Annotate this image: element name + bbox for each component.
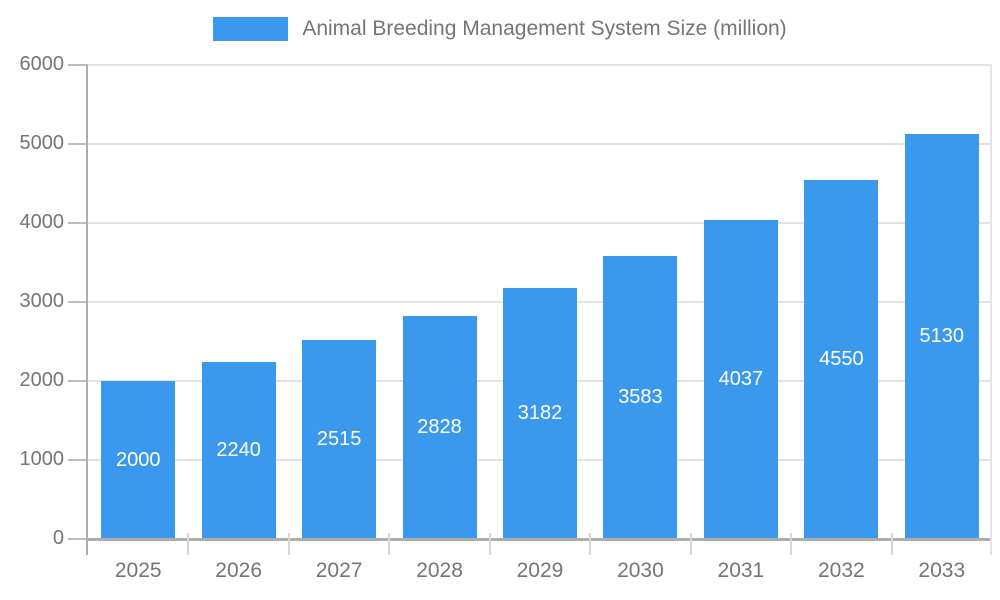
y-axis-tick [68, 538, 88, 540]
bar-value-label: 2828 [417, 415, 462, 438]
y-axis-labels: 0 1000 2000 3000 4000 5000 6000 [0, 0, 88, 600]
y-axis-tick-label: 4000 [19, 211, 65, 234]
y-axis-tick-label: 3000 [19, 290, 65, 313]
y-axis-tick [68, 459, 88, 461]
bar-2028: 2828 [402, 315, 477, 539]
bar-2026: 2240 [201, 362, 276, 539]
bar-value-label: 4037 [718, 368, 764, 391]
plot-right-border [990, 65, 992, 555]
y-axis-tick [68, 301, 88, 303]
x-axis-tick-label: 2027 [315, 559, 363, 582]
y-axis-tick [68, 64, 88, 66]
bar-value-label: 4550 [819, 347, 864, 370]
x-axis-tick [287, 533, 290, 555]
x-axis-tick-label: 2029 [516, 559, 564, 582]
x-axis-tick-label: 2028 [416, 559, 463, 582]
legend-label: Animal Breeding Management System Size (… [302, 17, 787, 40]
bar-2027: 2515 [302, 340, 377, 539]
x-axis-tick-label: 2032 [817, 559, 865, 582]
x-axis-tick-label: 2025 [114, 559, 162, 582]
y-axis-tick-label: 6000 [19, 53, 65, 76]
plot-area: 2000 2240 2515 2828 3182 3583 4037 4550 5130 [88, 64, 992, 539]
bar-2025: 2000 [101, 381, 176, 539]
x-axis-tick [790, 533, 793, 555]
x-axis-tick-label: 2030 [617, 559, 664, 582]
bar-value-label: 3583 [618, 385, 663, 408]
x-axis-tick [187, 533, 190, 555]
y-axis-tick-label: 5000 [19, 132, 65, 155]
y-axis-tick [68, 222, 88, 224]
y-axis-line [86, 65, 88, 555]
bar-value-label: 3182 [517, 401, 563, 424]
x-axis-tick-label: 2033 [918, 559, 966, 582]
x-axis-tick [689, 533, 692, 555]
bar-2031: 4037 [703, 220, 778, 539]
y-axis-tick-label: 1000 [19, 448, 65, 471]
bar-2030: 3583 [603, 255, 678, 539]
y-axis-tick [68, 380, 88, 382]
x-axis-tick-label: 2026 [215, 559, 263, 582]
x-axis-tick [589, 533, 592, 555]
bar-value-label: 5130 [919, 324, 965, 347]
x-axis-tick-label: 2031 [717, 559, 765, 582]
bar-2029: 3182 [503, 287, 577, 539]
bar-2033: 5130 [904, 133, 979, 539]
x-axis-labels: 2025 2026 2027 2028 2029 2030 2031 2032 2033 [88, 556, 992, 586]
gridline [88, 222, 992, 224]
y-axis-tick-label: 2000 [19, 369, 65, 392]
gridline [88, 143, 992, 145]
x-axis-tick [388, 533, 391, 555]
bar-value-label: 2515 [316, 428, 362, 451]
y-axis-tick-label: 0 [52, 527, 64, 550]
x-axis-tick [890, 533, 893, 555]
bar-value-label: 2240 [216, 439, 261, 462]
bar-value-label: 2000 [115, 448, 161, 471]
x-axis-tick [488, 533, 491, 555]
legend-swatch [213, 17, 289, 41]
legend[interactable]: Animal Breeding Management System Size (… [0, 17, 1000, 41]
y-axis-tick [68, 143, 88, 145]
bar-2032: 4550 [804, 179, 879, 539]
gridline [88, 64, 992, 66]
x-axis-line [86, 538, 992, 541]
